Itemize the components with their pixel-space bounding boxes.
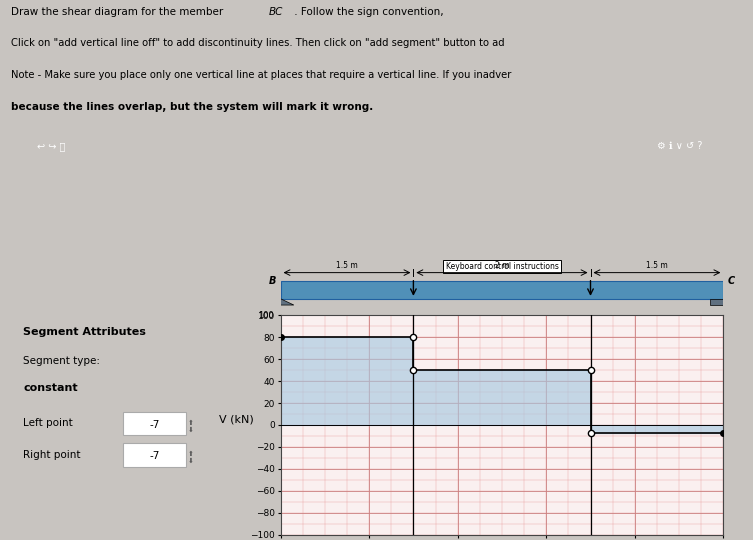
Text: constant: constant xyxy=(23,383,78,393)
Text: Left point: Left point xyxy=(23,418,73,429)
Text: ⚙ ℹ ∨ ↺ ?: ⚙ ℹ ∨ ↺ ? xyxy=(657,141,703,151)
Text: . Follow the sign convention,: . Follow the sign convention, xyxy=(291,6,444,17)
Text: ⬆
⬇: ⬆ ⬇ xyxy=(188,451,194,464)
Text: Click on "add vertical line off" to add discontinuity lines. Then click on "add : Click on "add vertical line off" to add … xyxy=(11,38,505,48)
Text: -7: -7 xyxy=(149,451,160,461)
Text: ↩ ↪ 🗑: ↩ ↪ 🗑 xyxy=(37,141,66,151)
FancyBboxPatch shape xyxy=(123,412,186,435)
Text: Keyboard control instructions: Keyboard control instructions xyxy=(446,262,559,271)
Text: -7: -7 xyxy=(149,420,160,430)
FancyBboxPatch shape xyxy=(281,281,724,299)
Y-axis label: V (kN): V (kN) xyxy=(219,415,254,425)
Text: 100: 100 xyxy=(258,311,273,320)
Polygon shape xyxy=(267,299,294,305)
Text: 2 m: 2 m xyxy=(495,261,509,270)
FancyBboxPatch shape xyxy=(123,443,186,467)
FancyBboxPatch shape xyxy=(710,299,736,305)
Text: 1.5 m: 1.5 m xyxy=(646,261,668,270)
Text: Note - Make sure you place only one vertical line at places that require a verti: Note - Make sure you place only one vert… xyxy=(11,70,511,80)
Text: Draw the shear diagram for the member: Draw the shear diagram for the member xyxy=(11,6,227,17)
Text: Segment Attributes: Segment Attributes xyxy=(23,327,146,337)
Text: ⬆
⬇: ⬆ ⬇ xyxy=(188,420,194,433)
Text: Right point: Right point xyxy=(23,450,81,460)
Text: Segment type:: Segment type: xyxy=(23,356,100,366)
Text: because the lines overlap, but the system will mark it wrong.: because the lines overlap, but the syste… xyxy=(11,102,373,112)
Text: BC: BC xyxy=(268,6,283,17)
Text: C: C xyxy=(727,276,735,286)
Text: 1.5 m: 1.5 m xyxy=(336,261,358,270)
Text: B: B xyxy=(269,276,276,286)
